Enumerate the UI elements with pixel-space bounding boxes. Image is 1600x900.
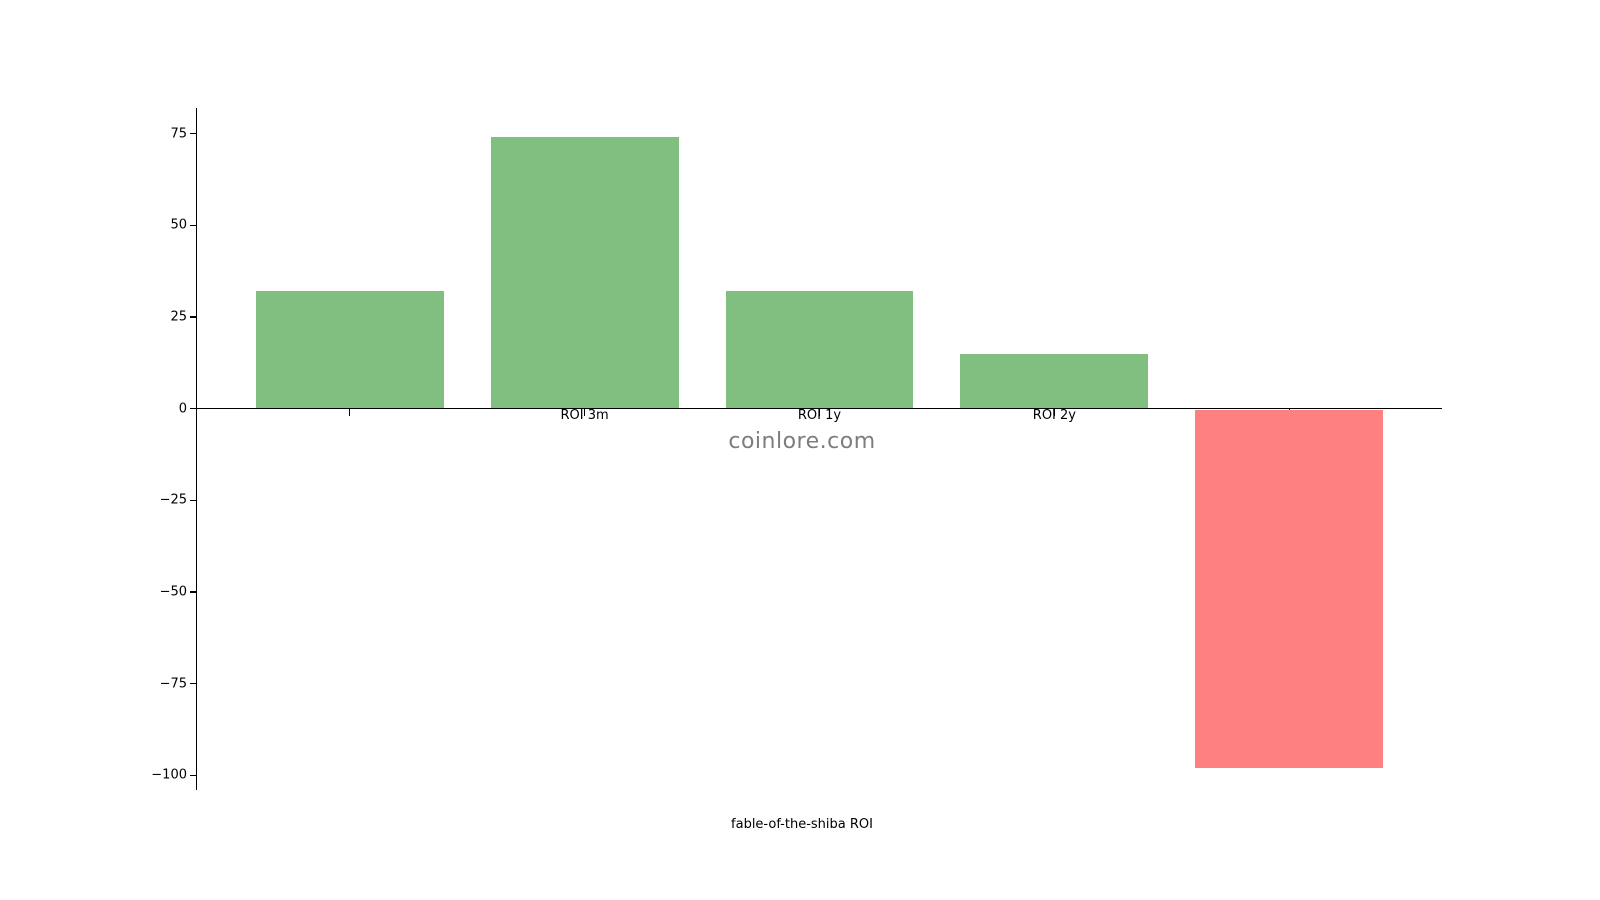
y-tick-label: 75 [170, 126, 187, 142]
x-tick-label: ROI 3m [560, 408, 609, 424]
y-tick [190, 316, 197, 318]
y-tick [190, 774, 197, 777]
y-tick [190, 407, 197, 410]
x-tick [1053, 408, 1056, 416]
y-tick [190, 499, 197, 502]
y-tick-label: −100 [151, 767, 187, 783]
bar [255, 291, 444, 409]
bar [1195, 410, 1384, 768]
y-tick [190, 224, 197, 227]
y-tick [190, 682, 197, 685]
x-tick [583, 408, 586, 416]
bar [725, 291, 914, 409]
y-tick-label: 50 [170, 217, 187, 233]
y-tick [190, 591, 197, 593]
y-tick-label: −25 [159, 492, 187, 508]
y-axis-spine [195, 108, 197, 790]
y-tick-label: −50 [159, 584, 187, 600]
x-tick [348, 408, 351, 416]
x-tick-label: ROI 2y [1032, 408, 1076, 424]
y-tick-label: 0 [178, 401, 187, 417]
bar [960, 353, 1149, 409]
y-tick [190, 132, 197, 135]
y-tick-label: 25 [170, 309, 187, 325]
x-axis-spine [197, 407, 1442, 410]
x-tick-label: ROI 1y [797, 408, 842, 424]
y-tick-label: −75 [159, 676, 187, 692]
watermark: coinlore.com [728, 429, 876, 454]
chart-title: fable-of-the-shiba ROI [731, 817, 873, 832]
bar [490, 137, 679, 409]
x-tick [818, 408, 821, 416]
